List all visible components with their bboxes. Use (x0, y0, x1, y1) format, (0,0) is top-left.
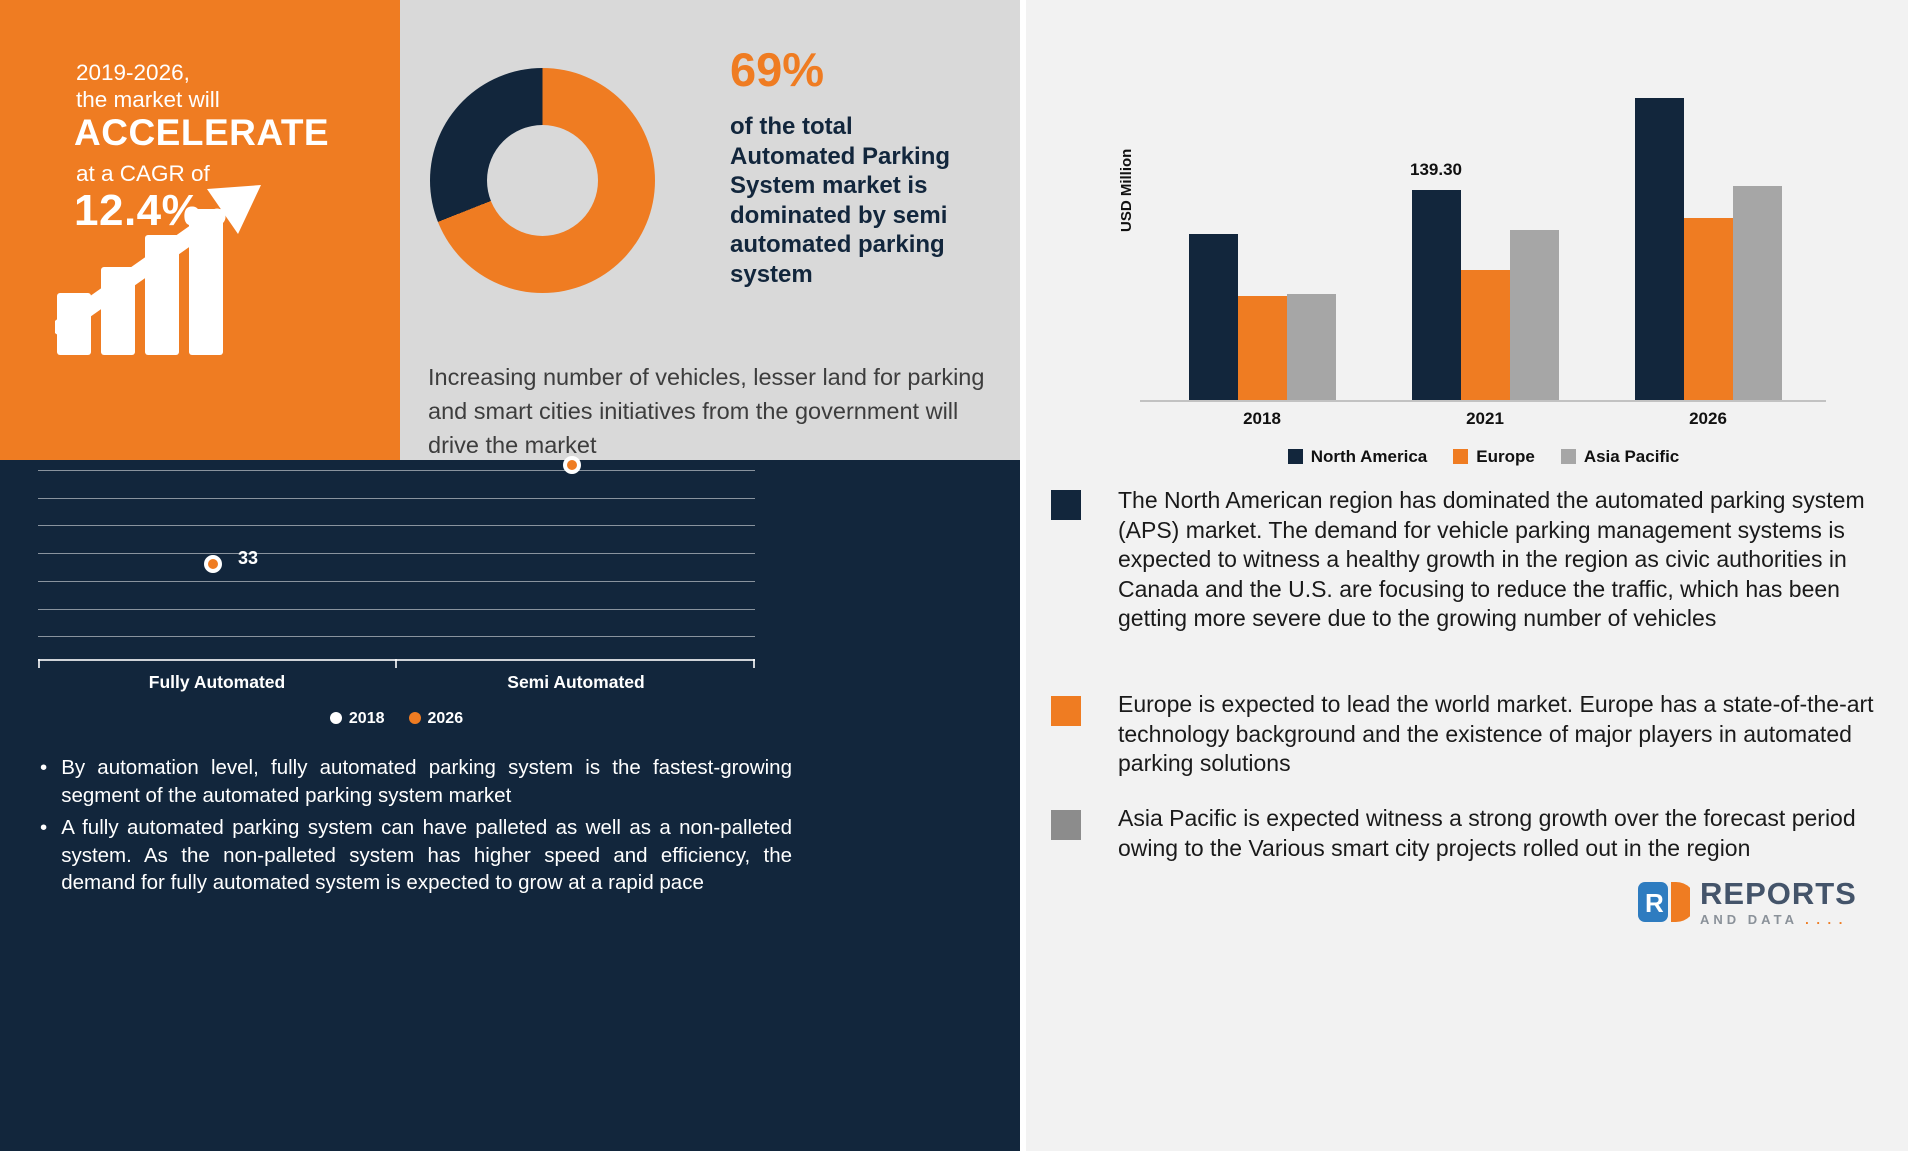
paragraph-north-america: The North American region has dominated … (1118, 487, 1865, 631)
logo-subtitle-text: AND DATA (1700, 912, 1798, 927)
bar-asia-pacific-2021 (1509, 230, 1559, 400)
bullet-text: By automation level, fully automated par… (61, 756, 792, 807)
gridline (38, 470, 755, 471)
logo-subtitle: AND DATA . . . . (1700, 912, 1857, 927)
legend-dot-2026 (408, 712, 421, 724)
legend-dot-2018 (329, 712, 342, 724)
market-driver-text: Increasing number of vehicles, lesser la… (428, 364, 985, 458)
legend-item-europe: Europe (1453, 447, 1535, 467)
segment-chart-legend: 2018 2026 (38, 710, 755, 728)
automation-bullet-2: • A fully automated parking system can h… (40, 814, 792, 897)
axis-tick (38, 659, 40, 668)
bar-north-america-2021 (1411, 190, 1461, 400)
bar-europe-2026 (1683, 218, 1733, 400)
bullet-marker: • (40, 816, 48, 839)
cagr-line-at: at a CAGR of (76, 161, 210, 186)
legend-label-2026: 2026 (427, 710, 464, 727)
y-axis-label: USD Million (1118, 148, 1135, 232)
region-chart-legend: North America Europe Asia Pacific (1146, 447, 1821, 467)
category-semi-automated: Semi Automated (507, 672, 645, 692)
region-chart-axis (1140, 400, 1826, 402)
automation-bullet-1: • By automation level, fully automated p… (40, 754, 792, 809)
legend-item-2026: 2026 (408, 710, 464, 728)
logo-text: REPORTS AND DATA . . . . (1700, 876, 1857, 928)
axis-tick (753, 659, 755, 668)
bullet-marker: • (40, 756, 48, 779)
segment-chart-plot: 33 (38, 455, 755, 659)
legend-swatch-europe (1453, 449, 1469, 464)
paragraph-marker-asia-pacific (1051, 810, 1081, 840)
paragraph-marker-north-america (1051, 490, 1081, 520)
bar-north-america-2026 (1634, 98, 1684, 400)
legend-label-north-america: North America (1310, 447, 1428, 466)
gridline (38, 636, 755, 638)
svg-text:R: R (1645, 888, 1664, 918)
bar-asia-pacific-2026 (1732, 186, 1782, 400)
gridline (38, 525, 755, 527)
gridline (38, 580, 755, 582)
bar-category-2021: 2021 (1466, 409, 1504, 428)
cagr-line-intro: the market will (76, 87, 220, 112)
reports-and-data-logo: R REPORTS AND DATA . . . . (1638, 878, 1857, 931)
region-chart-plot: 139.30 (1146, 90, 1821, 400)
legend-item-2018: 2018 (329, 710, 385, 728)
data-dot-fully-automated (204, 555, 222, 574)
legend-item-asia-pacific: Asia Pacific (1560, 447, 1680, 467)
legend-item-north-america: North America (1287, 447, 1428, 467)
category-fully-automated: Fully Automated (148, 672, 286, 692)
legend-label-2018: 2018 (348, 710, 385, 727)
bar-north-america-2018 (1188, 234, 1238, 400)
cagr-value: 12.4% (74, 186, 202, 235)
bullet-text: A fully automated parking system can hav… (61, 816, 792, 894)
gridline (38, 497, 755, 499)
logo-dots: . . . . (1805, 912, 1845, 927)
legend-label-europe: Europe (1476, 447, 1535, 466)
bar-asia-pacific-2018 (1286, 294, 1336, 400)
gridline (38, 553, 755, 555)
gridline (38, 608, 755, 610)
legend-swatch-north-america (1287, 449, 1303, 464)
logo-title: REPORTS (1700, 876, 1857, 911)
logo-icon: R (1638, 878, 1696, 931)
donut-chart (430, 68, 655, 293)
regional-panel: USD Million 139.30 2018 2021 2026 North … (1026, 0, 1908, 1151)
growth-chart-icon (52, 175, 270, 360)
legend-label-asia-pacific: Asia Pacific (1583, 447, 1680, 466)
bar-category-2018: 2018 (1243, 409, 1281, 428)
dot-value-label: 33 (238, 548, 259, 568)
automation-level-panel: 33 Fully Automated Semi Automated 2018 2… (0, 455, 1020, 1151)
cagr-line-years: 2019-2026, (76, 60, 190, 85)
legend-swatch-asia-pacific (1560, 449, 1576, 464)
paragraph-marker-europe (1051, 696, 1081, 726)
data-dot-semi-automated (563, 455, 581, 474)
bar-value-label: 139.30 (1410, 160, 1462, 179)
bar-europe-2021 (1460, 270, 1510, 400)
cagr-panel: 2019-2026, the market will ACCELERATE at… (0, 0, 400, 460)
paragraph-asia-pacific: Asia Pacific is expected witness a stron… (1118, 805, 1856, 861)
bar-europe-2018 (1237, 296, 1287, 400)
cagr-accelerate-text: ACCELERATE (74, 112, 330, 153)
donut-headline: of the total Automated Parking System ma… (730, 113, 951, 288)
paragraph-europe: Europe is expected to lead the world mar… (1118, 691, 1874, 776)
donut-panel: 69% of the total Automated Parking Syste… (400, 0, 1020, 460)
donut-percent: 69% (730, 43, 825, 96)
bar-category-2026: 2026 (1689, 409, 1727, 428)
axis-tick (395, 659, 397, 668)
